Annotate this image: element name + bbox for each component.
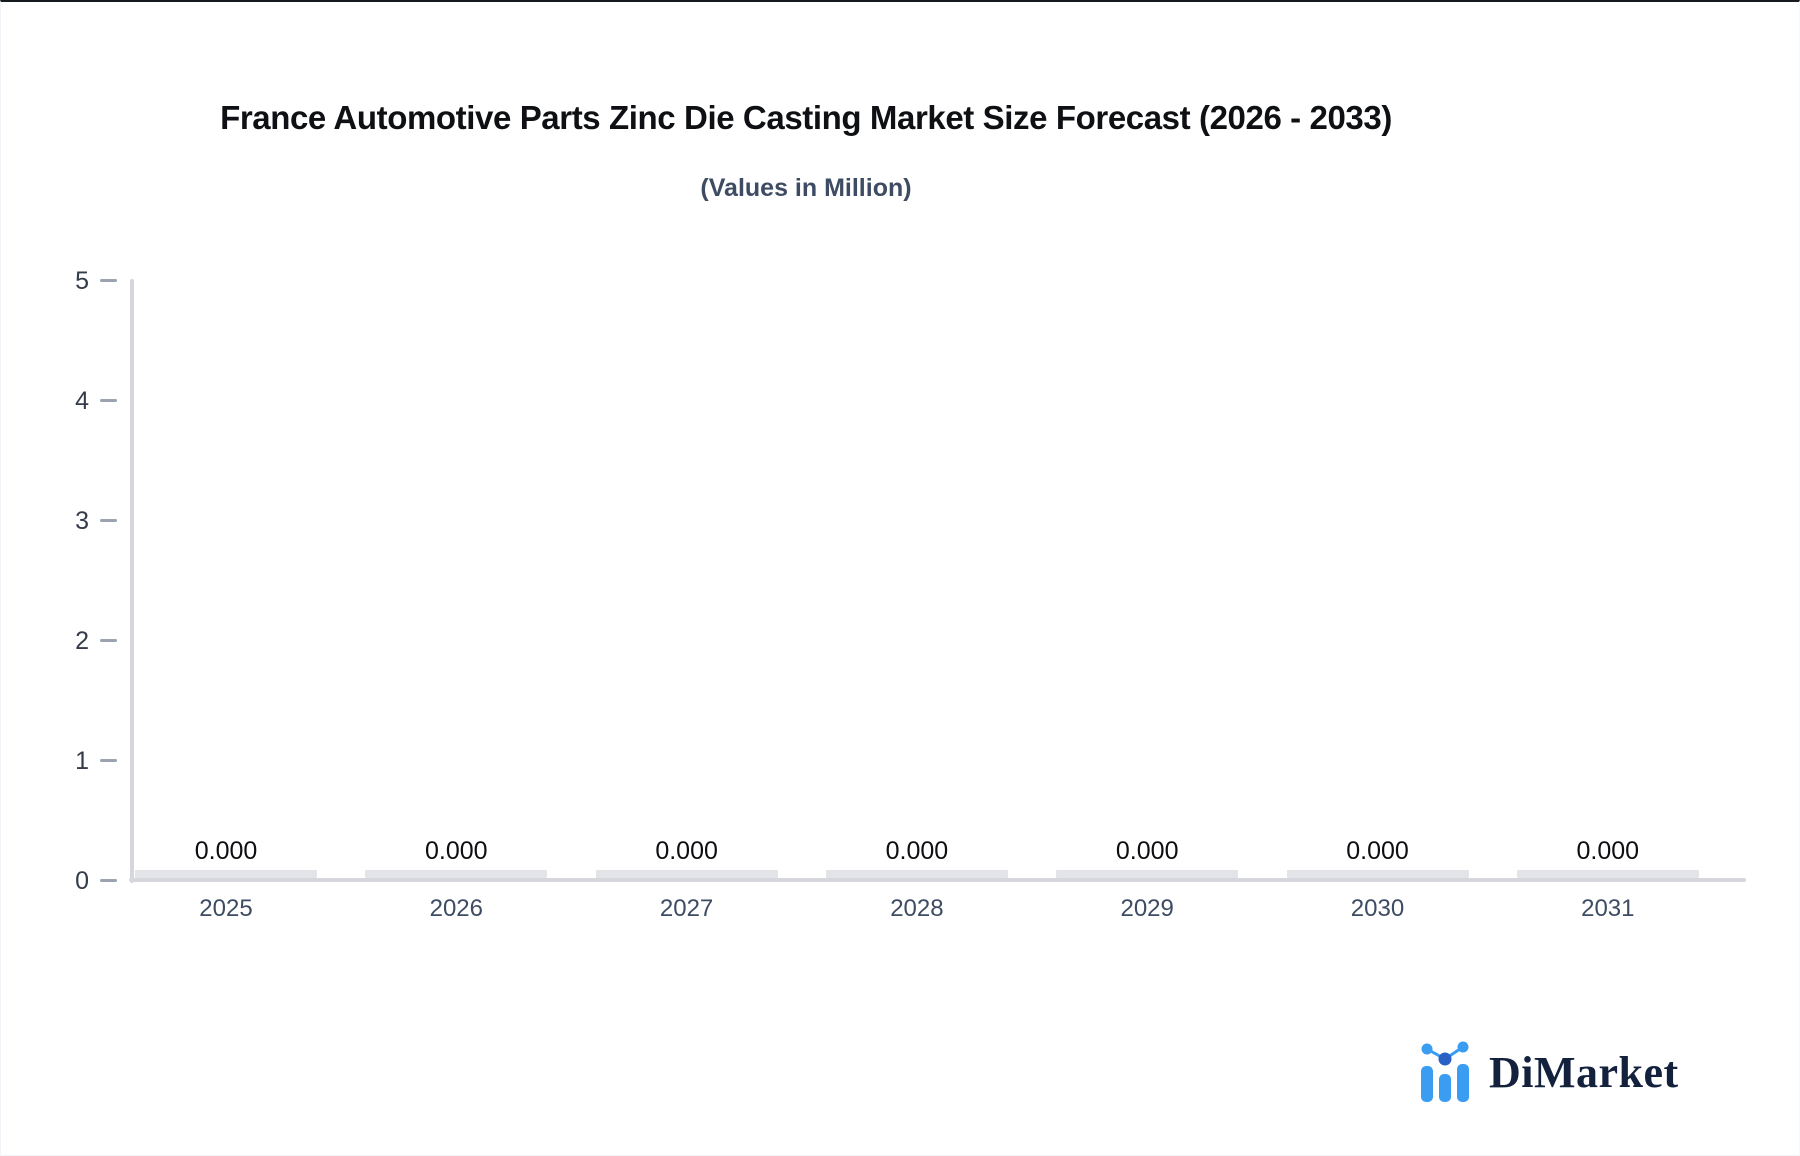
x-axis-category-label: 2027 [659, 895, 714, 922]
y-axis-tick-label: 0 [75, 867, 89, 895]
bar-value-label: 0.000 [194, 837, 258, 865]
chart-title: France Automotive Parts Zinc Die Casting… [220, 99, 1392, 136]
chart-subtitle: (Values in Million) [700, 174, 912, 202]
y-axis-tick-label: 3 [75, 507, 89, 535]
y-axis-tick-mark [100, 759, 117, 762]
x-axis-category-label: 2031 [1581, 895, 1635, 922]
y-axis-tick-mark [100, 279, 117, 282]
bar-2030[interactable] [1286, 870, 1469, 878]
dimarket-logo-text: DiMarket [1489, 1048, 1679, 1097]
y-axis-tick-label: 5 [75, 267, 89, 295]
x-axis-category-label: 2028 [890, 895, 944, 922]
bar-2027[interactable] [595, 870, 778, 878]
bar-value-label: 0.000 [425, 837, 488, 865]
bar-value-label: 0.000 [1115, 837, 1179, 865]
y-axis-tick-mark [100, 879, 117, 882]
bar-2025[interactable] [135, 870, 317, 878]
x-axis-category-label: 2026 [429, 895, 483, 922]
x-axis-category-label: 2029 [1120, 895, 1174, 922]
y-axis-tick-label: 1 [75, 747, 89, 775]
y-axis-tick-mark [100, 639, 117, 642]
bar-2028[interactable] [825, 870, 1008, 878]
x-axis-baseline [129, 878, 1746, 882]
y-axis-tick-mark [100, 399, 117, 402]
bar-value-label: 0.000 [885, 837, 949, 865]
dimarket-logo-icon [1421, 1041, 1469, 1102]
y-axis-tick-label: 4 [75, 387, 89, 415]
bar-value-label: 0.000 [655, 837, 718, 865]
x-axis-category-label: 2025 [199, 895, 253, 922]
bar-value-label: 0.000 [1346, 837, 1409, 865]
bar-2029[interactable] [1056, 870, 1239, 878]
bar-value-label: 0.000 [1576, 837, 1640, 865]
dimarket-logo: DiMarket [1419, 1040, 1679, 1104]
x-axis-category-label: 2030 [1350, 895, 1405, 922]
bar-2031[interactable] [1516, 870, 1699, 878]
bar-2026[interactable] [365, 870, 548, 878]
y-axis-tick-mark [100, 519, 117, 522]
y-axis-line [130, 279, 134, 883]
y-axis-tick-label: 2 [75, 627, 89, 655]
